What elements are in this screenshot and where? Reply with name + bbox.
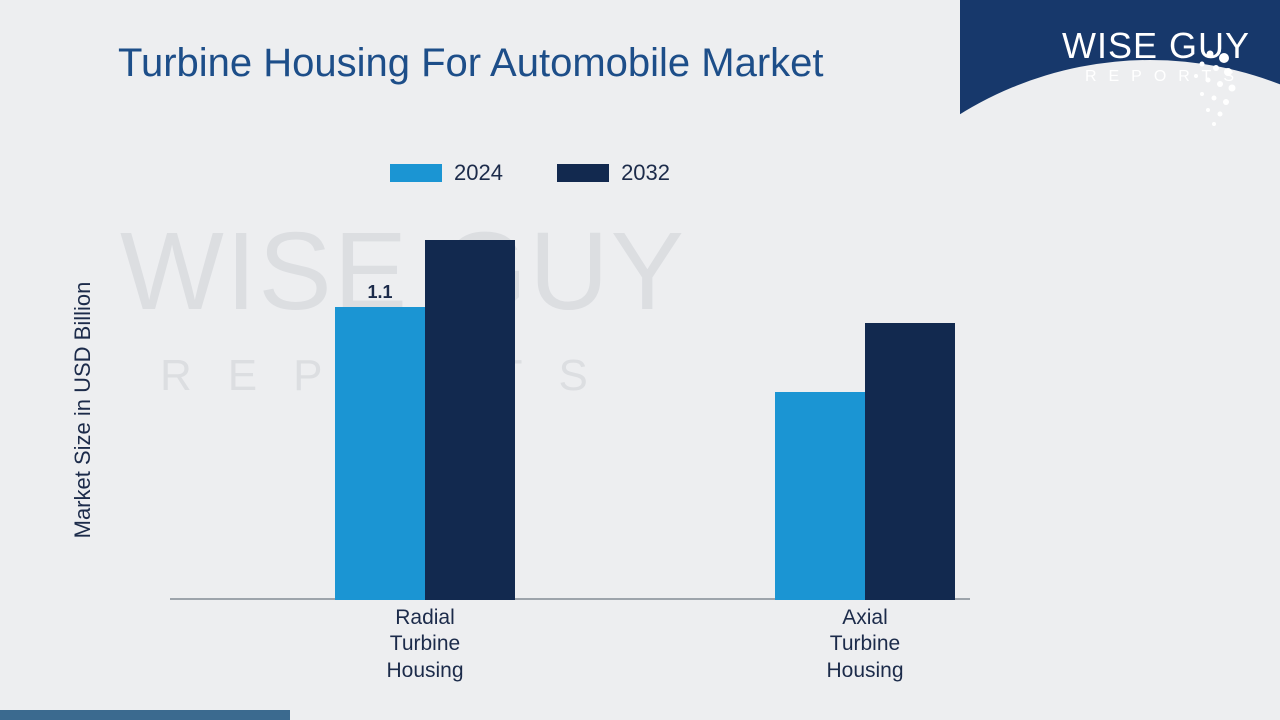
bar-axial-2032 bbox=[865, 323, 955, 600]
x-label-axial-text: AxialTurbineHousing bbox=[826, 606, 903, 682]
bar-radial-2024 bbox=[335, 307, 425, 600]
x-label-radial-text: RadialTurbineHousing bbox=[386, 606, 463, 682]
legend-label-2024: 2024 bbox=[454, 160, 503, 186]
brand-sub-text: REPORTS bbox=[1062, 68, 1246, 86]
legend-swatch-2032 bbox=[557, 164, 609, 182]
brand-logo: WISE GUY REPORTS bbox=[1062, 28, 1250, 86]
x-label-axial: AxialTurbineHousing bbox=[775, 605, 955, 684]
bar-axial-2024 bbox=[775, 392, 865, 600]
plot-area: 1.1 RadialTurbineHousing AxialTurbineHou… bbox=[170, 200, 970, 600]
chart-title: Turbine Housing For Automobile Market bbox=[118, 40, 838, 86]
chart: 2024 2032 Market Size in USD Billion 1.1… bbox=[90, 160, 970, 680]
bottom-accent-bar bbox=[0, 710, 290, 720]
page: WISE GUY REPORTS Turbine Housing For Aut… bbox=[0, 0, 1280, 720]
legend-item-2032: 2032 bbox=[557, 160, 670, 186]
x-label-radial: RadialTurbineHousing bbox=[335, 605, 515, 684]
legend-label-2032: 2032 bbox=[621, 160, 670, 186]
legend-item-2024: 2024 bbox=[390, 160, 503, 186]
brand-main-text: WISE GUY bbox=[1062, 28, 1250, 64]
y-axis-label: Market Size in USD Billion bbox=[70, 210, 96, 610]
bar-group-axial bbox=[775, 200, 955, 600]
bar-radial-2032 bbox=[425, 240, 515, 600]
legend: 2024 2032 bbox=[90, 160, 970, 188]
bar-group-radial: 1.1 bbox=[335, 200, 515, 600]
bar-label-radial-2024: 1.1 bbox=[335, 282, 425, 303]
legend-swatch-2024 bbox=[390, 164, 442, 182]
